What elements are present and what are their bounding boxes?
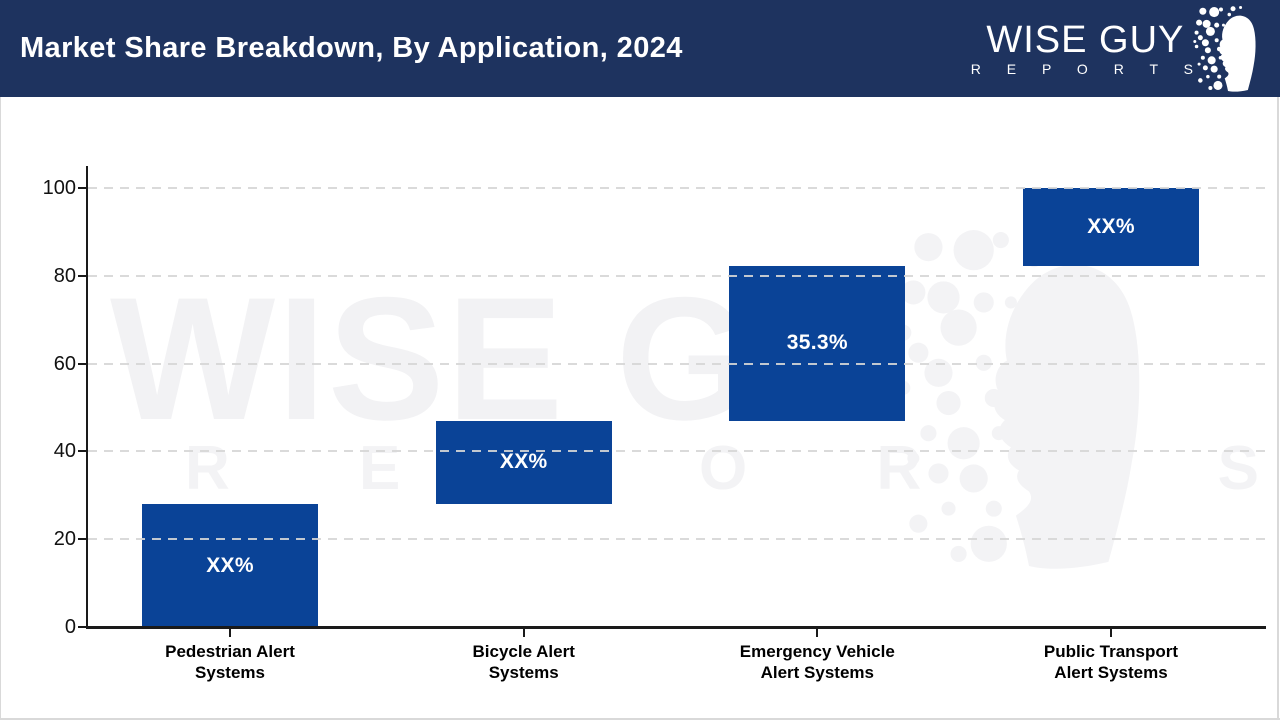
x-tick-mark: [1110, 629, 1112, 637]
y-tick-mark: [78, 187, 86, 189]
wise-guy-logo: WISE GUY R E P O R T S: [967, 5, 1266, 93]
y-tick-mark: [78, 538, 86, 541]
page-border-left: [0, 97, 1, 720]
logo-tagline: R E P O R T S: [970, 61, 1204, 77]
logo-face-icon: [1193, 5, 1256, 92]
page-border-right: [1277, 97, 1279, 720]
logo-text: WISE GUY R E P O R T S: [967, 20, 1204, 77]
bar-value-label: XX%: [206, 553, 254, 577]
y-tick-mark: [78, 274, 86, 277]
bar-value-label: 35.3%: [786, 331, 848, 355]
x-category-label-line: Systems: [488, 663, 559, 682]
y-tick-label: 20: [53, 528, 76, 551]
gridline-y-80: [88, 274, 1266, 277]
bar-segment: XX%: [142, 504, 318, 627]
x-category-label-line: Systems: [195, 663, 265, 682]
y-tick-mark: [78, 626, 86, 628]
x-category-label: Emergency Vehicle Alert Systems: [697, 641, 937, 683]
x-category-label-line: Alert Systems: [1054, 663, 1168, 682]
gridline-y-60: [88, 362, 1266, 365]
y-tick-label: 100: [42, 177, 76, 199]
x-tick-mark: [522, 629, 525, 637]
x-category-label-line: Emergency Vehicle: [739, 642, 895, 661]
x-category-label-line: Pedestrian Alert: [165, 642, 295, 661]
x-category-label: Pedestrian Alert Systems: [110, 641, 350, 683]
y-tick-mark: [78, 362, 86, 365]
gridline-y-100: [88, 187, 1266, 189]
y-tick-mark: [78, 450, 86, 453]
x-category-label-line: Bicycle Alert: [472, 642, 575, 661]
bar-segment: 35.3%: [729, 265, 906, 421]
x-category-label: Public Transport Alert Systems: [991, 641, 1231, 683]
bar-value-label: XX%: [1087, 214, 1135, 238]
x-category-label-line: Alert Systems: [760, 663, 874, 682]
bar-segment: XX%: [1023, 188, 1199, 266]
x-category-label-line: Public Transport: [1043, 642, 1179, 661]
y-tick-label: 80: [53, 264, 76, 287]
bar-value-label: XX%: [499, 450, 548, 474]
y-tick-label: 40: [53, 440, 76, 463]
header: Market Share Breakdown, By Application, …: [0, 0, 1280, 97]
gridline-y-20: [88, 538, 1266, 541]
x-axis-line: [86, 626, 1266, 629]
bar-segment: XX%: [435, 420, 612, 505]
gridline-y-40: [88, 450, 1266, 453]
page-title: Market Share Breakdown, By Application, …: [20, 32, 683, 64]
logo-name: WISE GUY: [986, 19, 1185, 61]
page-border-bottom: [0, 718, 1280, 720]
x-tick-mark: [229, 629, 231, 637]
x-category-label: Bicycle Alert Systems: [404, 641, 644, 683]
y-tick-label: 60: [53, 352, 76, 375]
x-tick-mark: [816, 629, 819, 637]
y-tick-label: 0: [64, 616, 76, 638]
y-axis-line: [86, 166, 88, 629]
